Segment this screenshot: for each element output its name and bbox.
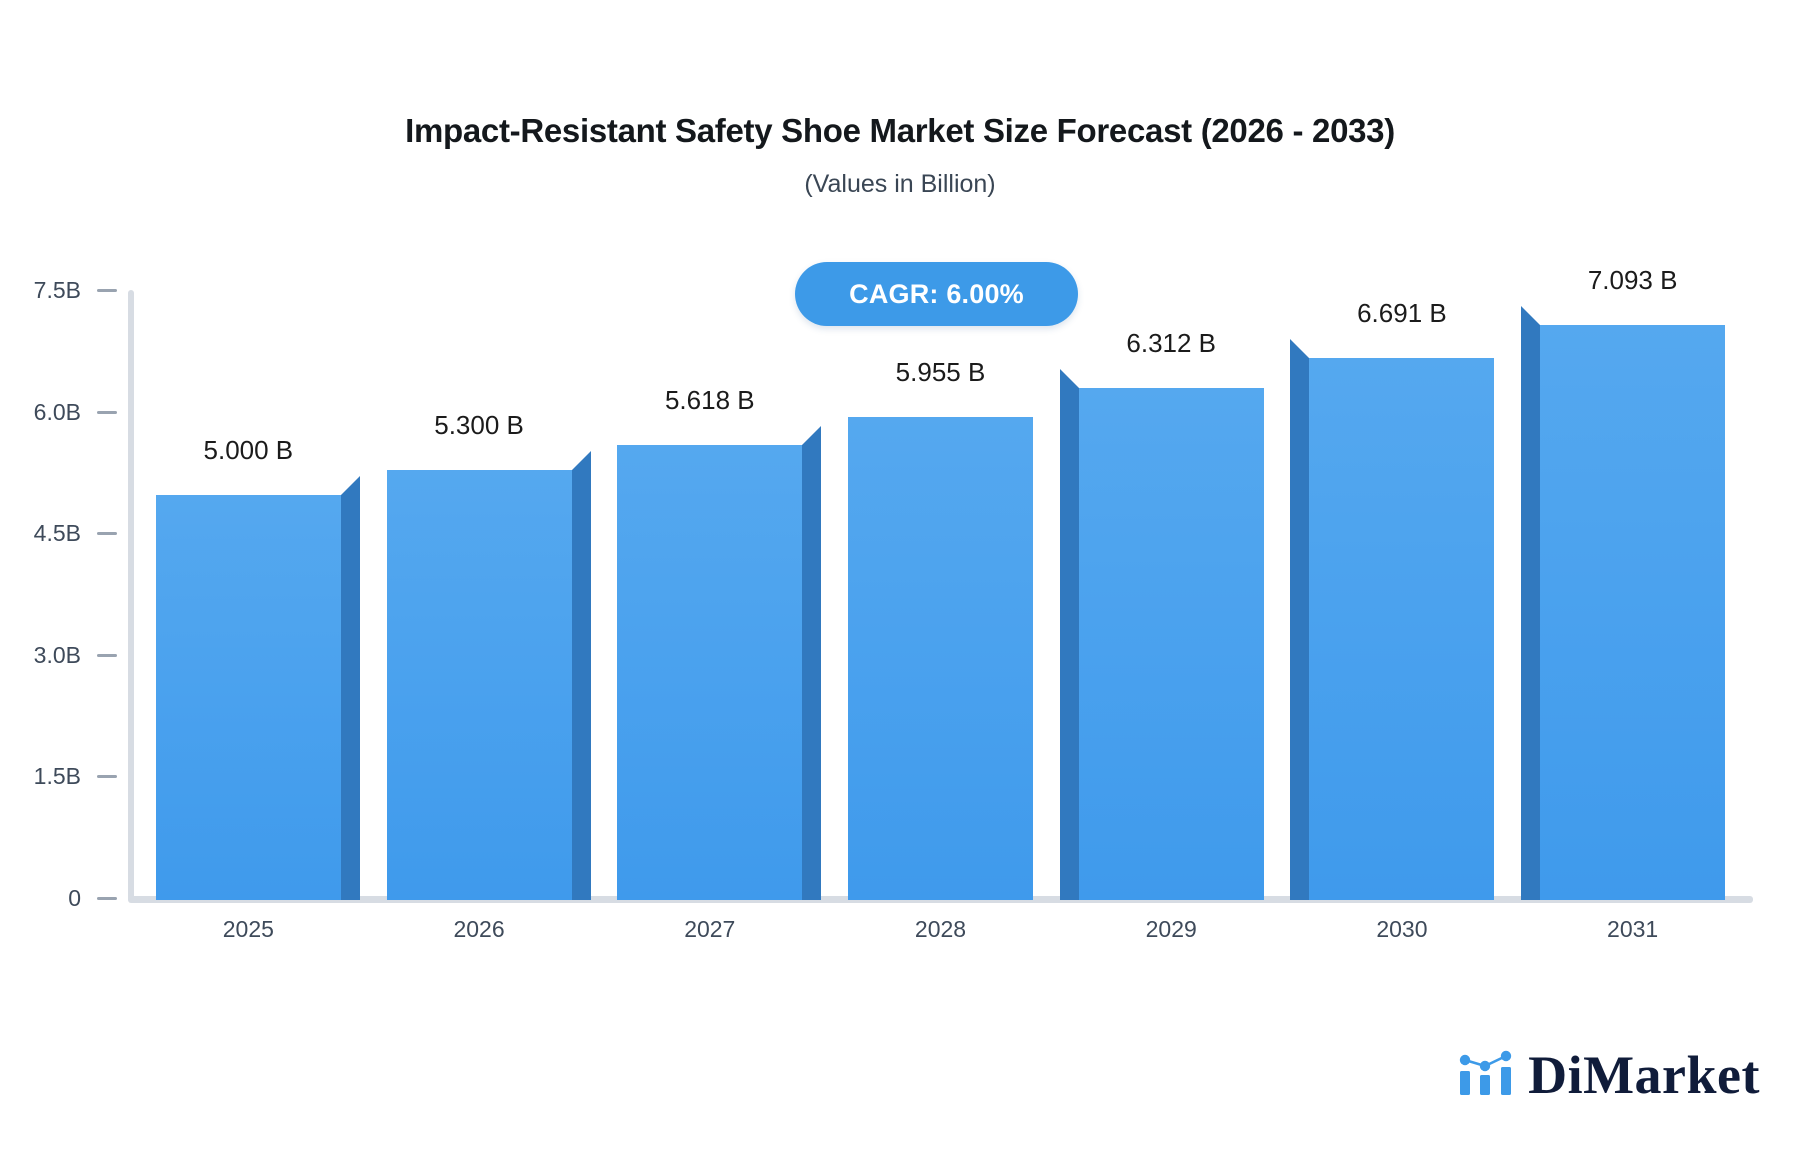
bar-front-face — [1309, 357, 1495, 900]
y-axis-tick-mark — [97, 410, 117, 414]
y-axis-tick: 7.5B — [0, 277, 133, 303]
bar-value-label: 5.618 B — [664, 384, 755, 415]
bar — [386, 451, 591, 900]
y-axis-tick-label: 6.0B — [33, 398, 81, 425]
x-axis-tick-label: 2029 — [1145, 916, 1197, 942]
bar-front-face — [155, 494, 341, 900]
bar — [1521, 306, 1726, 900]
chart-subtitle: (Values in Billion) — [804, 170, 996, 198]
y-axis-tick-mark — [97, 532, 117, 536]
bar-side-face — [1521, 306, 1541, 900]
bar-front-face — [617, 444, 803, 900]
bar-front-face — [386, 470, 572, 900]
bar-value-label: 5.955 B — [895, 357, 986, 388]
bar-side-face — [1059, 369, 1079, 900]
y-axis-tick: 6.0B — [0, 399, 133, 425]
brand-logo: DiMarket — [1458, 1048, 1760, 1102]
cagr-badge: CAGR: 6.00% — [795, 262, 1078, 326]
y-axis-tick: 1.5B — [0, 763, 133, 789]
y-axis-tick: 3.0B — [0, 642, 133, 668]
bar-side-face — [571, 451, 591, 900]
x-axis-tick-label: 2028 — [914, 916, 967, 942]
bar-value-label: 6.691 B — [1357, 297, 1447, 328]
x-axis-tick-label: 2026 — [453, 916, 505, 942]
y-axis-tick: 0 — [0, 885, 133, 911]
bar-value-label: 7.093 B — [1587, 264, 1678, 295]
y-axis-tick-mark — [97, 775, 117, 779]
chart-title: Impact-Resistant Safety Shoe Market Size… — [405, 112, 1395, 149]
bar — [1059, 369, 1264, 900]
bar-front-face — [848, 417, 1033, 900]
y-axis-tick-mark — [97, 289, 117, 292]
bar — [848, 417, 1033, 900]
x-axis-tick-label: 2027 — [684, 916, 736, 942]
bar-front-face — [1078, 388, 1264, 900]
y-axis-tick-label: 0 — [68, 885, 81, 911]
bar-value-label: 5.000 B — [203, 434, 294, 465]
bar-value-label: 6.312 B — [1126, 328, 1217, 359]
x-axis-tick-label: 2030 — [1376, 916, 1428, 942]
bar — [155, 475, 360, 900]
bar-side-face — [802, 425, 822, 900]
x-axis-tick-label: 2031 — [1607, 916, 1659, 942]
bar-side-face — [340, 475, 360, 900]
y-axis-tick-label: 7.5B — [33, 277, 81, 303]
x-axis-tick-label: 2025 — [222, 916, 274, 942]
y-axis-tick-mark — [97, 653, 117, 657]
y-axis-tick-label: 4.5B — [33, 520, 81, 547]
bar-chart-icon — [1458, 1049, 1514, 1102]
logo-wordmark: DiMarket — [1528, 1045, 1760, 1105]
y-axis-tick-label: 1.5B — [33, 763, 81, 790]
bar — [1290, 338, 1495, 900]
bar — [617, 425, 822, 900]
y-axis-tick: 4.5B — [0, 520, 133, 546]
bar-side-face — [1290, 338, 1310, 900]
y-axis-tick-mark — [97, 897, 117, 900]
bar-front-face — [1540, 325, 1726, 900]
y-axis-tick-label: 3.0B — [33, 641, 81, 668]
bar-value-label: 5.300 B — [434, 410, 524, 441]
y-axis-line — [128, 290, 134, 902]
plot-area — [133, 290, 1748, 900]
